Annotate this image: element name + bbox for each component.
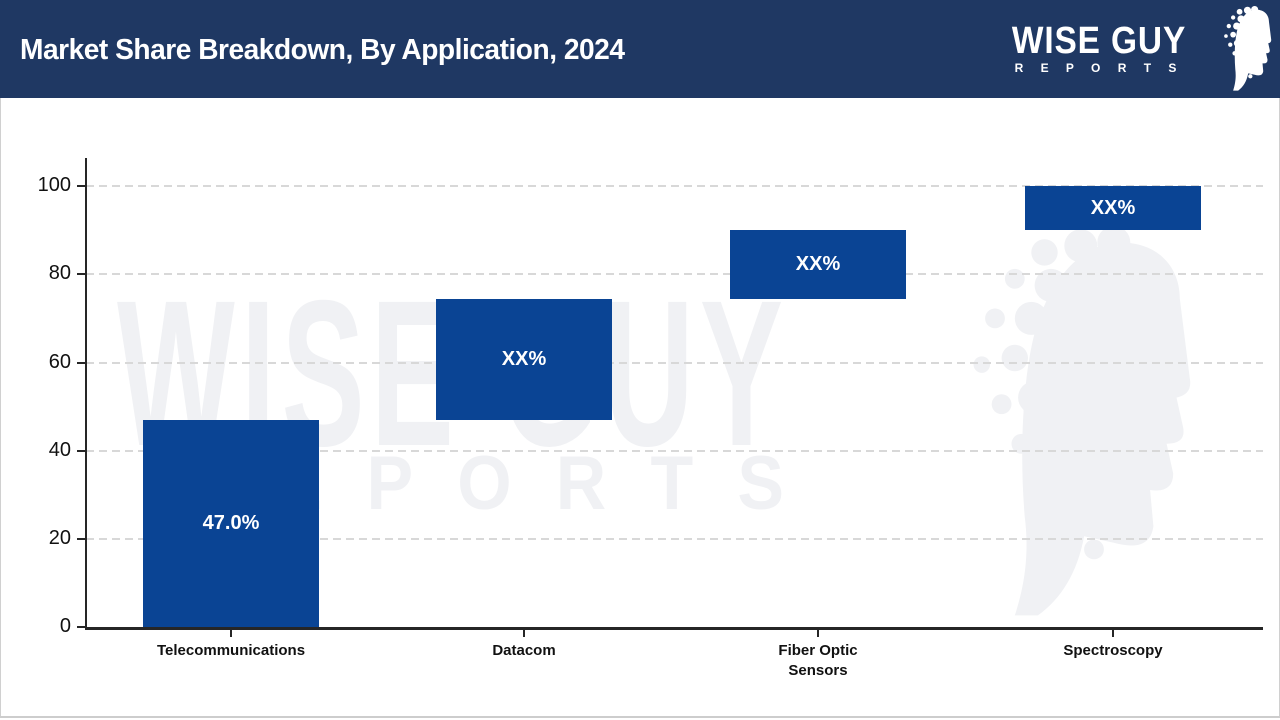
page-bottom-divider [0,716,1280,718]
gridline-20 [86,537,1263,540]
bar-fiber-optic-sensors: XX% [730,230,906,299]
chart-canvas: WISE GUY REPORTS 0 20 40 60 80 100 47.0% XX% XX%… [0,98,1280,717]
brand-logo-text: WISE GUY R E P O R T S [1000,20,1198,75]
y-axis-tick [77,626,86,628]
x-axis-tick [817,630,819,637]
x-axis-tick [1112,630,1114,637]
gridline-80 [86,273,1263,276]
y-axis-tick-label: 20 [48,526,71,549]
x-axis-line [85,627,1263,630]
x-axis-category-label: Telecommunications [156,642,306,659]
y-axis-tick [77,537,86,540]
page-title: Market Share Breakdown, By Application, … [20,34,625,66]
header-bar: Market Share Breakdown, By Application, … [0,0,1280,98]
brand-subname: R E P O R T S [1014,61,1184,75]
bar-value-label: 47.0% [202,511,260,534]
brand-name: WISE GUY [1011,20,1187,62]
x-axis-tick [523,630,525,637]
y-axis-tick-label: 0 [59,615,71,637]
bar-value-label: XX% [501,347,547,370]
bar-value-label: XX% [795,252,841,275]
x-axis-tick [230,630,232,637]
y-axis-tick-label: 40 [48,438,71,461]
plot-area: 0 20 40 60 80 100 47.0% XX% XX% XX% Telecommunicat… [1,98,1279,717]
y-axis-tick [77,273,86,276]
gridline-40 [86,449,1263,452]
bar-datacom: XX% [436,298,612,420]
gridline-100 [86,185,1263,188]
bar-telecommunications: 47.0% [143,419,319,627]
y-axis-tick [77,361,86,364]
brand-logo: WISE GUY R E P O R T S [1000,4,1272,94]
y-axis-tick-label: 60 [48,350,71,373]
y-axis-line [85,158,87,629]
y-axis-tick-label: 80 [48,262,71,285]
y-axis-tick [77,185,86,188]
gridline-60 [86,361,1263,364]
x-axis-category-label: Datacom [492,642,556,659]
x-axis-category-label: Spectroscopy [1063,642,1163,659]
bar-spectroscopy: XX% [1025,186,1201,231]
y-axis-tick-label: 100 [37,174,71,197]
x-axis-category-label: Fiber Optic Sensors [778,642,858,679]
bar-value-label: XX% [1090,196,1136,219]
brand-face-icon [1200,6,1272,92]
y-axis-tick [77,449,86,452]
